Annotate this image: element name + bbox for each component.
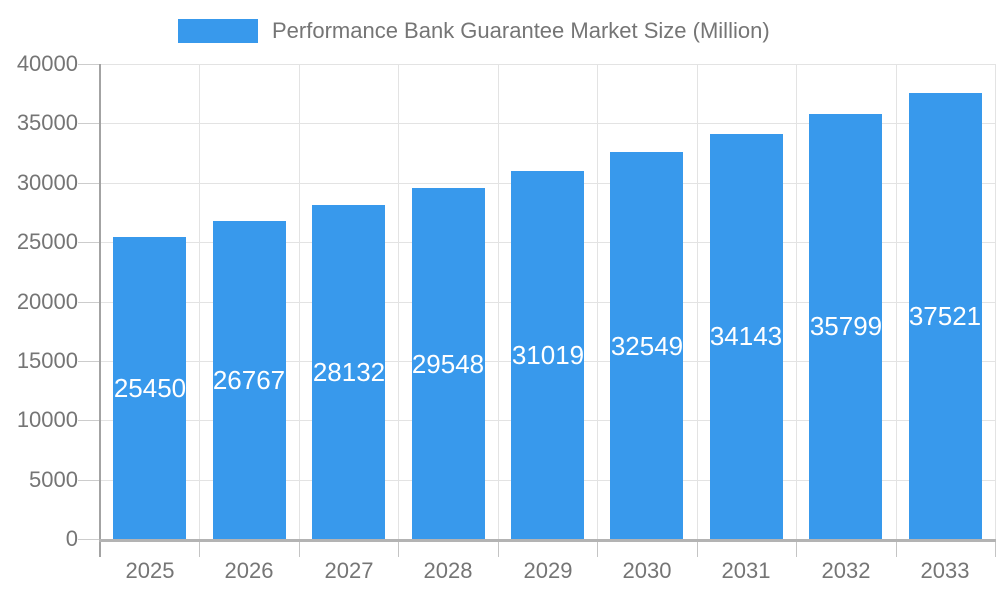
- x-axis-tick: [995, 542, 996, 557]
- y-axis-label: 40000: [16, 51, 78, 76]
- bar-value-label: 31019: [511, 340, 585, 370]
- x-axis-label-2026: 2026: [224, 558, 274, 583]
- y-axis-line: [99, 64, 101, 557]
- x-axis-tick: [398, 542, 399, 557]
- bar-value-label: 37521: [908, 301, 982, 331]
- x-axis-tick: [597, 542, 598, 557]
- bar-2026[interactable]: [213, 221, 286, 539]
- y-axis-label: 0: [65, 526, 78, 551]
- y-axis-tick: [78, 302, 100, 303]
- bar-2030[interactable]: [610, 152, 683, 539]
- x-axis-line: [99, 539, 996, 542]
- x-gridline: [896, 64, 897, 539]
- legend-label: Performance Bank Guarantee Market Size (…: [272, 18, 770, 43]
- y-gridline: [100, 64, 995, 65]
- bar-value-label: 35799: [809, 311, 883, 341]
- x-gridline: [697, 64, 698, 539]
- x-axis-tick: [498, 542, 499, 557]
- bar-value-label: 28132: [312, 357, 386, 387]
- y-axis-tick: [78, 183, 100, 184]
- x-axis-label-2028: 2028: [423, 558, 473, 583]
- bar-value-label: 25450: [113, 373, 187, 403]
- y-axis-label: 30000: [16, 170, 78, 195]
- x-gridline: [498, 64, 499, 539]
- x-gridline: [597, 64, 598, 539]
- x-axis-label-2025: 2025: [125, 558, 175, 583]
- x-axis-label-2033: 2033: [920, 558, 970, 583]
- bar-value-label: 29548: [411, 349, 485, 379]
- bar-2031[interactable]: [710, 134, 783, 539]
- y-axis-label: 35000: [16, 110, 78, 135]
- y-axis-label: 15000: [16, 348, 78, 373]
- x-axis-tick: [896, 542, 897, 557]
- x-gridline: [199, 64, 200, 539]
- y-axis-tick: [78, 480, 100, 481]
- y-axis-tick: [78, 123, 100, 124]
- y-axis-tick: [78, 539, 100, 540]
- y-axis-tick: [78, 361, 100, 362]
- x-gridline: [995, 64, 996, 539]
- x-gridline: [299, 64, 300, 539]
- x-axis-tick: [697, 542, 698, 557]
- x-axis-label-2031: 2031: [721, 558, 771, 583]
- bar-value-label: 32549: [610, 331, 684, 361]
- y-axis-tick: [78, 242, 100, 243]
- bar-value-label: 26767: [212, 365, 286, 395]
- y-gridline: [100, 123, 995, 124]
- x-axis-label-2029: 2029: [523, 558, 573, 583]
- bar-2025[interactable]: [113, 237, 186, 539]
- y-axis-label: 25000: [16, 229, 78, 254]
- bar-2027[interactable]: [312, 205, 385, 539]
- x-axis-label-2027: 2027: [324, 558, 374, 583]
- x-gridline: [796, 64, 797, 539]
- y-axis-tick: [78, 64, 100, 65]
- x-axis-label-2030: 2030: [622, 558, 672, 583]
- y-axis-label: 10000: [16, 407, 78, 432]
- bar-2029[interactable]: [511, 171, 584, 539]
- bar-2032[interactable]: [809, 114, 882, 539]
- bar-value-label: 34143: [709, 321, 783, 351]
- x-axis-tick: [299, 542, 300, 557]
- x-axis-label-2032: 2032: [821, 558, 871, 583]
- legend-color-swatch: [178, 19, 258, 43]
- bar-2028[interactable]: [412, 188, 485, 539]
- y-axis-tick: [78, 420, 100, 421]
- y-axis-label: 20000: [16, 289, 78, 314]
- bar-2033[interactable]: [909, 93, 982, 539]
- x-axis-tick: [796, 542, 797, 557]
- x-gridline: [398, 64, 399, 539]
- x-axis-tick: [199, 542, 200, 557]
- y-axis-label: 5000: [29, 467, 78, 492]
